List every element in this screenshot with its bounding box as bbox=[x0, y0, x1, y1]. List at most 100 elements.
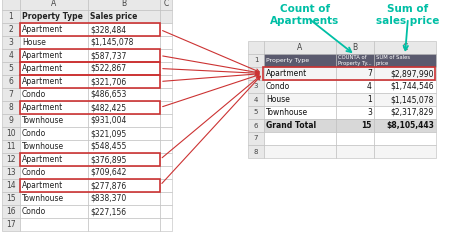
Bar bbox=[336, 41, 374, 54]
Text: Townhouse: Townhouse bbox=[22, 142, 64, 151]
Text: House: House bbox=[266, 95, 290, 104]
Bar bbox=[374, 93, 436, 106]
Bar bbox=[20, 179, 88, 192]
Bar bbox=[160, 166, 172, 179]
Text: 11: 11 bbox=[6, 142, 16, 151]
Bar bbox=[19, 23, 160, 36]
Bar bbox=[2, 114, 20, 127]
Text: 4: 4 bbox=[254, 97, 258, 102]
Text: 14: 14 bbox=[6, 181, 16, 190]
Bar bbox=[374, 67, 436, 80]
Bar bbox=[2, 218, 20, 231]
Bar bbox=[248, 41, 264, 54]
Bar bbox=[88, 10, 160, 23]
Text: 16: 16 bbox=[6, 207, 16, 216]
Bar bbox=[20, 205, 88, 218]
Text: 1: 1 bbox=[254, 58, 258, 63]
Text: Apartment: Apartment bbox=[22, 155, 63, 164]
Bar bbox=[2, 62, 20, 75]
Bar bbox=[19, 75, 160, 88]
Bar bbox=[2, 140, 20, 153]
Bar bbox=[2, 75, 20, 88]
Text: $328,484: $328,484 bbox=[90, 25, 126, 34]
Bar bbox=[264, 80, 336, 93]
Text: 7: 7 bbox=[9, 90, 13, 99]
Text: $548,455: $548,455 bbox=[90, 142, 127, 151]
Bar bbox=[264, 93, 336, 106]
Bar bbox=[2, 192, 20, 205]
Text: SUM of Sales
price: SUM of Sales price bbox=[376, 55, 410, 66]
Bar bbox=[88, 36, 160, 49]
Text: Condo: Condo bbox=[22, 129, 46, 138]
Text: $277,876: $277,876 bbox=[90, 181, 126, 190]
Bar bbox=[336, 145, 374, 158]
Text: 3: 3 bbox=[367, 108, 372, 117]
Bar bbox=[160, 62, 172, 75]
Text: Townhouse: Townhouse bbox=[22, 194, 64, 203]
Bar bbox=[336, 54, 374, 67]
Text: $482,425: $482,425 bbox=[90, 103, 126, 112]
Text: Apartment: Apartment bbox=[266, 69, 307, 78]
Bar bbox=[248, 145, 264, 158]
Text: Apartment: Apartment bbox=[22, 64, 63, 73]
Text: 13: 13 bbox=[6, 168, 16, 177]
Text: $931,004: $931,004 bbox=[90, 116, 127, 125]
Bar bbox=[374, 119, 436, 132]
Bar bbox=[160, 0, 172, 10]
Bar bbox=[2, 88, 20, 101]
Bar bbox=[374, 145, 436, 158]
Text: $8,105,443: $8,105,443 bbox=[386, 121, 434, 130]
Bar bbox=[264, 132, 336, 145]
Bar bbox=[160, 49, 172, 62]
Text: $2,317,829: $2,317,829 bbox=[391, 108, 434, 117]
Bar bbox=[160, 218, 172, 231]
Text: $522,867: $522,867 bbox=[90, 64, 126, 73]
Text: Apartment: Apartment bbox=[22, 181, 63, 190]
Bar bbox=[88, 114, 160, 127]
Text: $1,145,078: $1,145,078 bbox=[90, 38, 133, 47]
Bar bbox=[248, 119, 264, 132]
Text: 12: 12 bbox=[6, 155, 16, 164]
Bar bbox=[248, 54, 264, 67]
Bar bbox=[88, 166, 160, 179]
Text: $1,145,078: $1,145,078 bbox=[391, 95, 434, 104]
Bar bbox=[160, 101, 172, 114]
Bar bbox=[160, 192, 172, 205]
Text: Condo: Condo bbox=[266, 82, 290, 91]
Bar bbox=[264, 106, 336, 119]
Bar bbox=[374, 80, 436, 93]
Bar bbox=[2, 127, 20, 140]
Text: $376,895: $376,895 bbox=[90, 155, 127, 164]
Text: 15: 15 bbox=[6, 194, 16, 203]
Bar bbox=[2, 10, 20, 23]
Bar bbox=[2, 23, 20, 36]
Text: 3: 3 bbox=[254, 84, 258, 89]
Bar bbox=[336, 67, 374, 80]
Bar bbox=[20, 101, 88, 114]
Text: B: B bbox=[121, 0, 127, 8]
Bar bbox=[264, 67, 336, 80]
Text: 1: 1 bbox=[367, 95, 372, 104]
Bar bbox=[20, 75, 88, 88]
Bar bbox=[264, 67, 436, 80]
Bar bbox=[264, 119, 336, 132]
Text: House: House bbox=[22, 38, 46, 47]
Bar bbox=[248, 93, 264, 106]
Bar bbox=[2, 49, 20, 62]
Bar bbox=[2, 0, 20, 10]
Bar bbox=[19, 49, 160, 62]
Text: $1,744,546: $1,744,546 bbox=[391, 82, 434, 91]
Bar bbox=[20, 140, 88, 153]
Text: 1: 1 bbox=[9, 12, 13, 21]
Text: C: C bbox=[164, 0, 169, 8]
Bar bbox=[160, 36, 172, 49]
Bar bbox=[2, 166, 20, 179]
Text: Property Type: Property Type bbox=[266, 58, 309, 63]
Bar bbox=[88, 153, 160, 166]
Bar bbox=[19, 179, 160, 192]
Text: 5: 5 bbox=[254, 110, 258, 115]
Bar bbox=[336, 106, 374, 119]
Bar bbox=[88, 23, 160, 36]
Bar bbox=[160, 153, 172, 166]
Bar bbox=[248, 132, 264, 145]
